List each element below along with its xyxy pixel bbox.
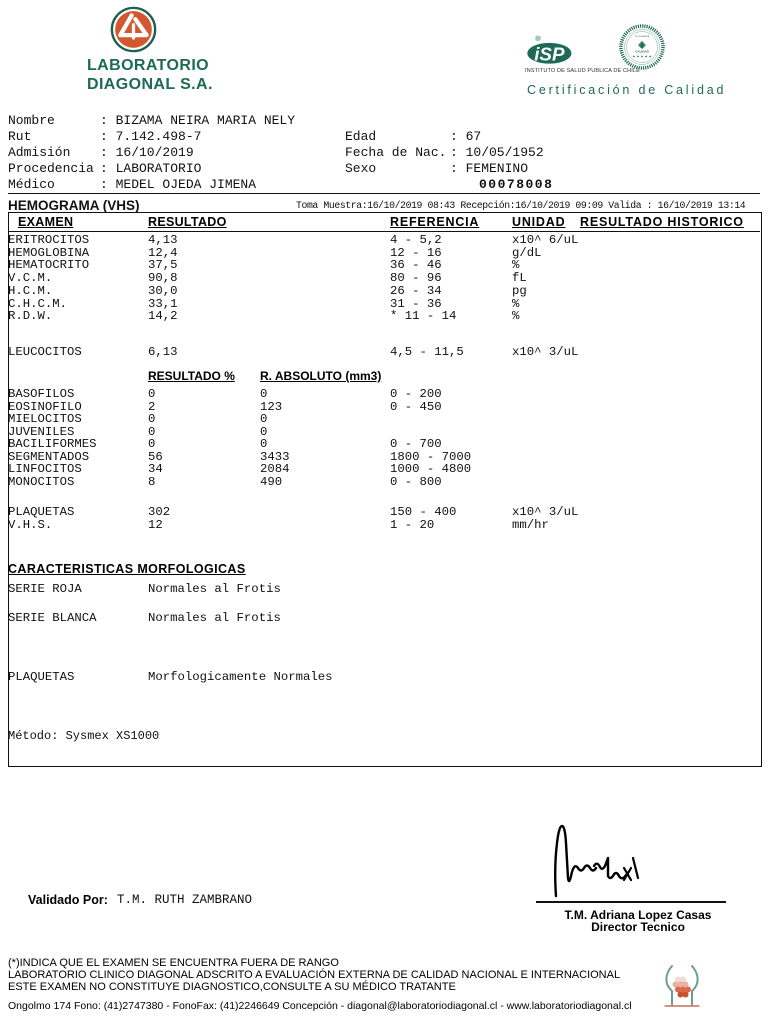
svg-text:DE VIGILANCIA: DE VIGILANCIA — [635, 35, 650, 38]
svg-text:CALIDAD: CALIDAD — [635, 50, 649, 54]
svg-text:★ ★ ★ ★ ★: ★ ★ ★ ★ ★ — [632, 55, 652, 59]
svg-text:iSP: iSP — [534, 43, 565, 64]
